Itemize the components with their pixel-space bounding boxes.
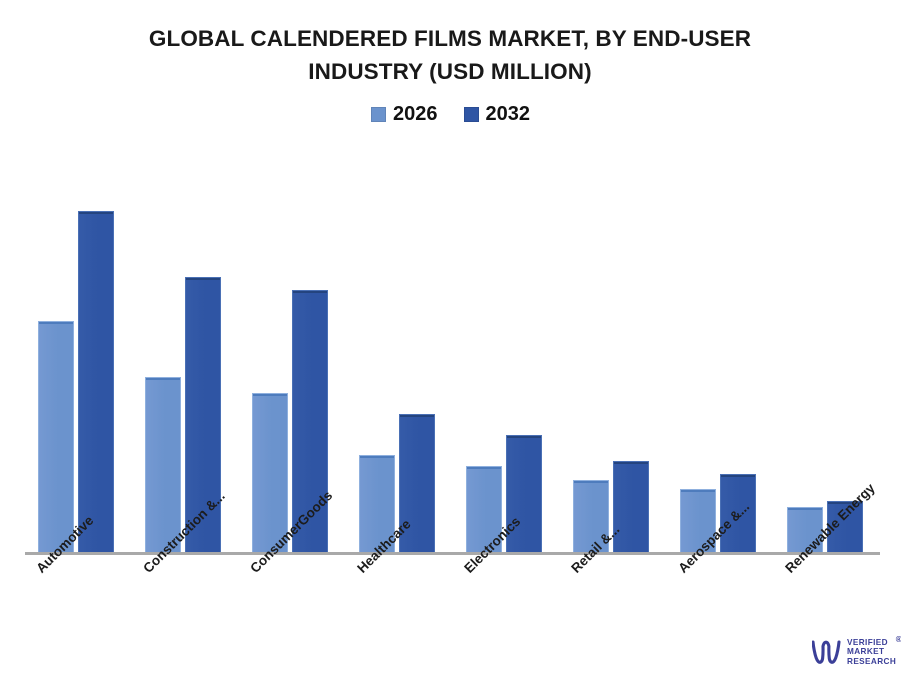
legend-item-2026[interactable]: 2026 <box>371 104 438 124</box>
vm-monogram-icon <box>812 640 841 664</box>
chart-title-line-1: GLOBAL CALENDERED FILMS MARKET, BY END-U… <box>148 26 752 51</box>
bar-2032-automotive <box>78 211 114 552</box>
chart-title: GLOBAL CALENDERED FILMS MARKET, BY END-U… <box>90 22 810 88</box>
bar-2032-healthcare <box>399 414 435 552</box>
bar-2032-renewable-energy <box>827 501 863 552</box>
legend-swatch-icon-2026 <box>371 106 386 122</box>
bar-2032-electronics <box>506 435 542 552</box>
bar-2032-retail <box>613 461 649 552</box>
bar-2026-healthcare <box>359 455 395 552</box>
x-axis-line <box>25 552 880 555</box>
legend-label-2032: 2032 <box>485 103 531 125</box>
logo-line-research: RESEARCH <box>847 656 897 666</box>
bar-2032-construction <box>185 277 221 552</box>
bar-2026-renewable-energy <box>787 507 823 552</box>
bar-2026-consumergoods <box>252 393 288 552</box>
legend-item-2032[interactable]: 2032 <box>463 103 531 125</box>
bar-2026-construction <box>145 377 181 552</box>
legend-swatch-icon-2032 <box>463 106 479 122</box>
chart-legend: 2026 2032 <box>0 104 901 124</box>
legend-label-2026: 2026 <box>393 103 438 125</box>
registered-trademark-icon: ® <box>895 634 901 644</box>
bar-2032-aerospace <box>720 474 756 552</box>
bar-2032-consumergoods <box>292 290 328 552</box>
chart-title-line-2: INDUSTRY (USD MILLION) <box>308 59 592 84</box>
logo-wordmark: VERIFIED MARKET RESEARCH ® <box>847 635 901 667</box>
bar-2026-automotive <box>38 321 74 552</box>
verified-market-research-logo: VERIFIED MARKET RESEARCH ® <box>812 631 901 673</box>
logo-line-verified: VERIFIED <box>847 637 888 647</box>
bar-2026-aerospace <box>680 489 716 552</box>
bar-2026-retail <box>573 480 609 552</box>
bar-2026-electronics <box>466 466 502 552</box>
logo-line-market: MARKET <box>847 647 885 657</box>
